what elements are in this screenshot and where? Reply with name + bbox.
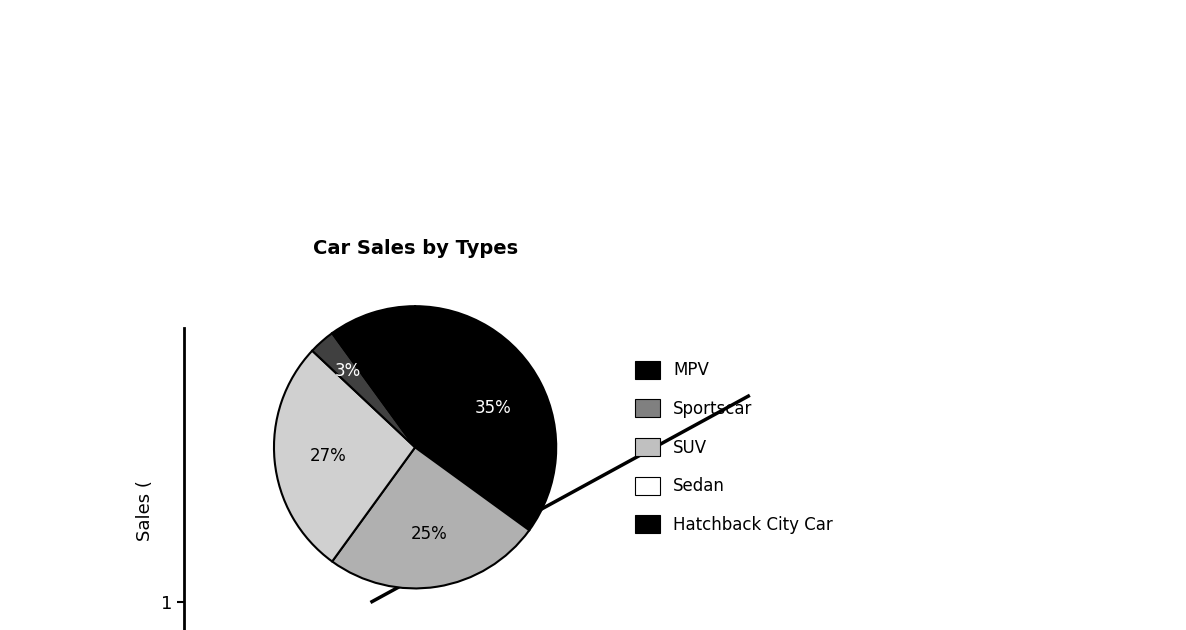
Wedge shape bbox=[332, 447, 529, 588]
Wedge shape bbox=[274, 351, 415, 561]
Wedge shape bbox=[332, 306, 415, 447]
Wedge shape bbox=[415, 306, 556, 530]
Text: 25%: 25% bbox=[410, 525, 447, 542]
Text: 27%: 27% bbox=[310, 447, 346, 464]
Wedge shape bbox=[312, 333, 415, 447]
Text: 10%: 10% bbox=[370, 355, 407, 373]
Text: 3%: 3% bbox=[334, 362, 361, 380]
Title: Car Sales by Types: Car Sales by Types bbox=[313, 239, 517, 258]
Y-axis label: Sales (: Sales ( bbox=[135, 480, 154, 541]
Text: 35%: 35% bbox=[474, 399, 511, 416]
Legend: MPV, Sportscar, SUV, Sedan, Hatchback City Car: MPV, Sportscar, SUV, Sedan, Hatchback Ci… bbox=[629, 354, 840, 541]
